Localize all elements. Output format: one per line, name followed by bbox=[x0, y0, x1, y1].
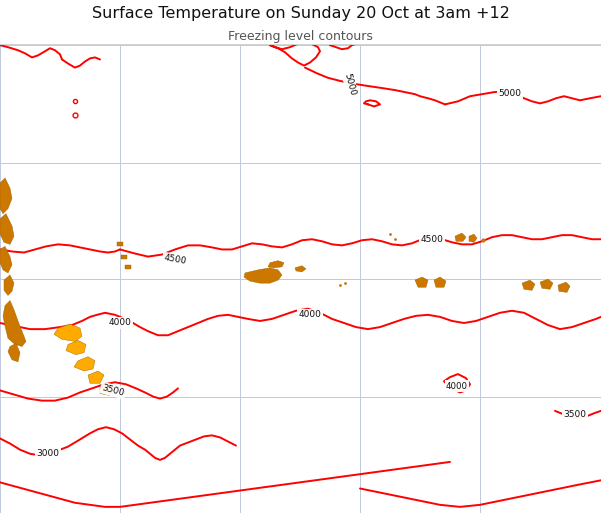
Text: 5000: 5000 bbox=[343, 72, 358, 96]
Polygon shape bbox=[100, 383, 115, 396]
Text: 4000: 4000 bbox=[109, 319, 132, 327]
Text: 4500: 4500 bbox=[421, 235, 444, 244]
Text: 4500: 4500 bbox=[163, 253, 187, 266]
Polygon shape bbox=[74, 357, 95, 371]
Polygon shape bbox=[4, 275, 14, 295]
Text: 3000: 3000 bbox=[37, 449, 59, 458]
Polygon shape bbox=[415, 277, 428, 287]
Text: Freezing level contours: Freezing level contours bbox=[228, 30, 373, 43]
Polygon shape bbox=[558, 282, 570, 292]
Polygon shape bbox=[522, 280, 535, 290]
Text: 4000: 4000 bbox=[299, 310, 322, 319]
Polygon shape bbox=[244, 268, 282, 283]
Polygon shape bbox=[121, 254, 127, 259]
Polygon shape bbox=[268, 261, 284, 268]
Polygon shape bbox=[469, 234, 477, 242]
Text: 4000: 4000 bbox=[446, 382, 468, 391]
Text: 3500: 3500 bbox=[564, 410, 587, 420]
Polygon shape bbox=[540, 279, 553, 289]
Polygon shape bbox=[295, 266, 306, 272]
Polygon shape bbox=[54, 324, 82, 341]
Polygon shape bbox=[3, 301, 26, 346]
Text: Surface Temperature on Sunday 20 Oct at 3am +12: Surface Temperature on Sunday 20 Oct at … bbox=[91, 6, 510, 21]
Polygon shape bbox=[0, 214, 14, 244]
Polygon shape bbox=[66, 340, 86, 354]
Text: 3500: 3500 bbox=[101, 383, 125, 398]
Polygon shape bbox=[0, 178, 12, 214]
Polygon shape bbox=[455, 233, 466, 241]
Polygon shape bbox=[0, 246, 12, 273]
Text: 5000: 5000 bbox=[498, 89, 522, 97]
Polygon shape bbox=[434, 277, 446, 287]
Polygon shape bbox=[8, 343, 20, 362]
Polygon shape bbox=[125, 265, 131, 269]
Polygon shape bbox=[117, 242, 123, 246]
Polygon shape bbox=[88, 371, 104, 383]
